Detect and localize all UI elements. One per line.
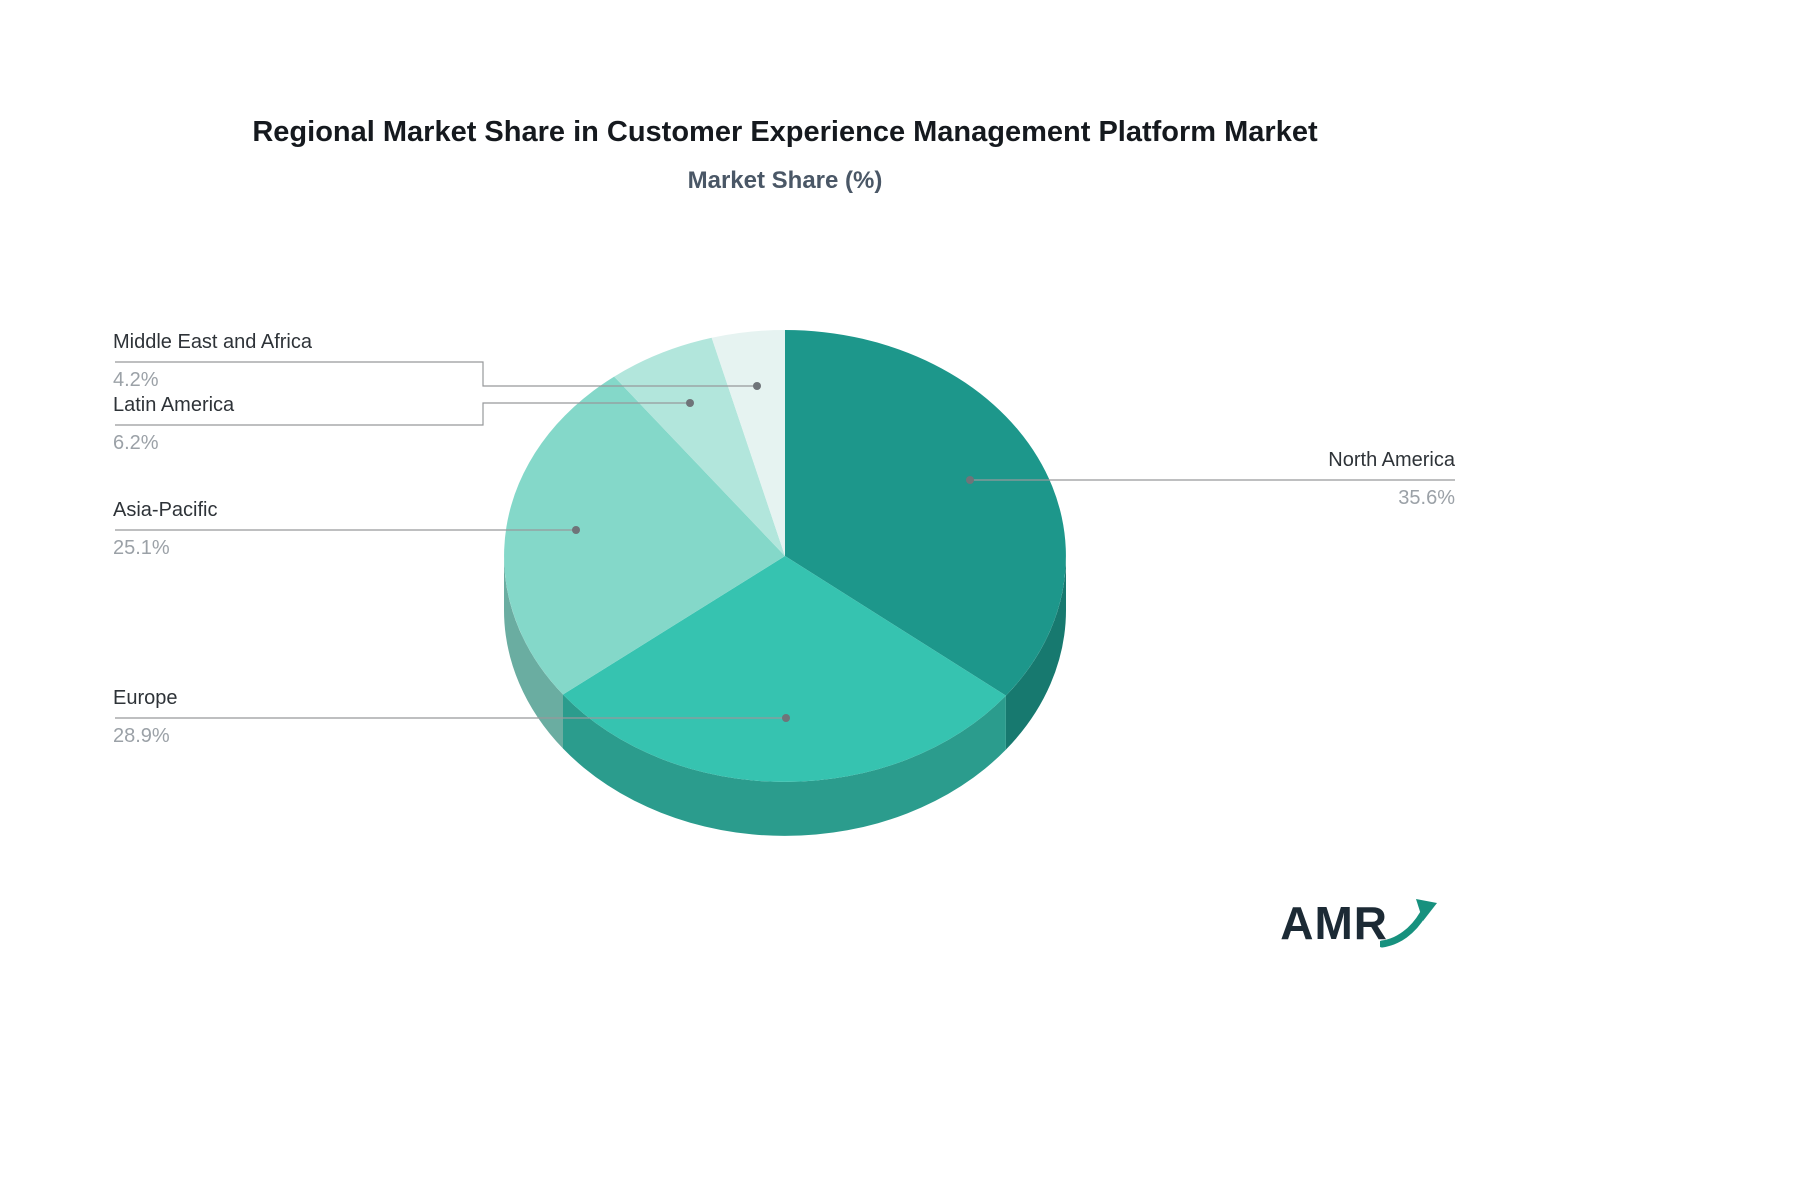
slice-name: Asia-Pacific [113, 499, 218, 521]
slice-name: Europe [113, 687, 178, 709]
slice-label-middle-east-and-africa: Middle East and Africa 4.2% [113, 330, 312, 392]
slice-label-latin-america: Latin America 6.2% [113, 393, 234, 455]
chart-subtitle: Market Share (%) [687, 167, 883, 194]
pie-slice-side-north-america [1005, 556, 1066, 750]
pie-slice-asia-pacific [504, 376, 785, 695]
leader-dot-north-america [966, 476, 974, 484]
leader-dot-asia-pacific [572, 526, 580, 534]
leader-dot-europe [782, 714, 790, 722]
slice-label-north-america: North America 35.6% [1328, 448, 1455, 510]
leader-line-middle-east-and-africa [115, 361, 757, 387]
slice-name: Middle East and Africa [113, 331, 312, 353]
pie-slice-side-asia-pacific [504, 556, 563, 749]
chart-title: Regional Market Share in Customer Experi… [252, 116, 1318, 148]
slice-value: 35.6% [1398, 487, 1455, 509]
pie-slice-north-america [785, 330, 1066, 696]
slice-value: 25.1% [113, 537, 170, 559]
pie-slice-europe [563, 556, 1006, 782]
pie-slice-side-europe [563, 694, 1006, 836]
slice-label-europe: Europe 28.9% [113, 686, 178, 748]
amr-logo: AMR [1280, 896, 1438, 950]
amr-logo-arrow-icon [1380, 899, 1437, 948]
slice-label-asia-pacific: Asia-Pacific 25.1% [113, 498, 217, 560]
slice-name: North America [1328, 449, 1455, 471]
leader-dot-latin-america [686, 399, 694, 407]
slice-value: 4.2% [113, 369, 159, 391]
amr-logo-text: AMR [1280, 897, 1388, 949]
slice-name: Latin America [113, 394, 235, 416]
slice-value: 28.9% [113, 725, 170, 747]
slice-value: 6.2% [113, 432, 159, 454]
leader-dot-middle-east-and-africa [753, 382, 761, 390]
chart-header: Regional Market Share in Customer Experi… [0, 0, 1570, 195]
pie-slice-latin-america [614, 337, 785, 556]
leader-line-latin-america [115, 402, 690, 426]
